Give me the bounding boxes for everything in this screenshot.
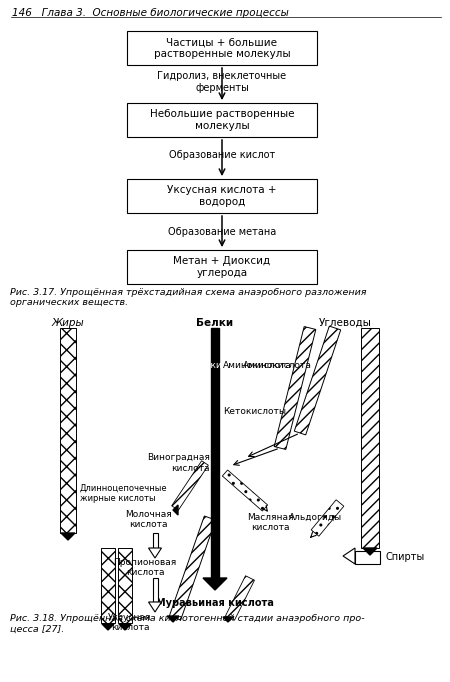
Text: Аминокислота: Аминокислота xyxy=(223,361,292,370)
Polygon shape xyxy=(148,548,162,558)
Text: Уксусная кислота +
водород: Уксусная кислота + водород xyxy=(167,186,277,207)
Text: Рис. 3.18. Упрощённая схема кислотогенной стадии анаэробного про-
цесса [27].: Рис. 3.18. Упрощённая схема кислотогенно… xyxy=(10,614,364,634)
Polygon shape xyxy=(361,328,379,548)
Text: Длинноцепочечные
жирные кислоты: Длинноцепочечные жирные кислоты xyxy=(80,484,167,503)
Text: Жиры: Жиры xyxy=(52,318,85,328)
Text: Виноградная
кислота: Виноградная кислота xyxy=(147,454,210,473)
FancyBboxPatch shape xyxy=(101,548,115,623)
Polygon shape xyxy=(167,616,179,622)
Bar xyxy=(153,578,158,602)
Text: Белки: Белки xyxy=(197,318,234,328)
Text: Муравьиная кислота: Муравьиная кислота xyxy=(156,598,274,608)
Text: Уксусная
кислота: Уксусная кислота xyxy=(108,613,152,632)
Polygon shape xyxy=(343,548,355,564)
FancyBboxPatch shape xyxy=(118,548,132,623)
Text: Альдогиды: Альдогиды xyxy=(288,513,342,522)
Text: Спирты: Спирты xyxy=(385,552,424,562)
FancyBboxPatch shape xyxy=(60,328,76,533)
Polygon shape xyxy=(225,576,254,620)
Polygon shape xyxy=(222,470,268,511)
Text: Аминокислота: Аминокислота xyxy=(243,361,312,370)
Polygon shape xyxy=(61,533,75,540)
Bar xyxy=(211,328,219,578)
Polygon shape xyxy=(119,624,131,630)
Polygon shape xyxy=(173,505,178,515)
FancyBboxPatch shape xyxy=(127,250,317,284)
Text: Углеводы: Углеводы xyxy=(319,318,371,328)
Text: Образование метана: Образование метана xyxy=(168,227,276,237)
Text: Образование кислот: Образование кислот xyxy=(169,150,275,160)
Polygon shape xyxy=(223,617,233,622)
Polygon shape xyxy=(203,578,227,590)
Text: Небольшие растворенные
молекулы: Небольшие растворенные молекулы xyxy=(150,109,294,131)
Text: Пропионовая
кислота: Пропионовая кислота xyxy=(113,558,176,578)
Polygon shape xyxy=(169,516,216,620)
Text: Кетокислоты: Кетокислоты xyxy=(223,406,286,415)
FancyBboxPatch shape xyxy=(127,179,317,213)
Text: Аминокислота: Аминокислота xyxy=(180,361,249,370)
FancyBboxPatch shape xyxy=(127,103,317,137)
Bar xyxy=(153,533,158,548)
Polygon shape xyxy=(148,602,162,612)
Text: Молочная
кислота: Молочная кислота xyxy=(125,510,171,529)
Polygon shape xyxy=(171,461,208,510)
Text: Гидролиз, внеклеточные
ферменты: Гидролиз, внеклеточные ферменты xyxy=(158,71,287,93)
Text: Масляная
кислота: Масляная кислота xyxy=(247,513,293,533)
Text: Рис. 3.17. Упрощённая трёхстадийная схема анаэробного разложения
органических ве: Рис. 3.17. Упрощённая трёхстадийная схем… xyxy=(10,288,366,308)
Text: Метан + Диоксид
углерода: Метан + Диоксид углерода xyxy=(173,256,270,278)
Polygon shape xyxy=(311,500,344,536)
Polygon shape xyxy=(102,624,114,630)
Bar xyxy=(355,551,380,564)
FancyBboxPatch shape xyxy=(127,31,317,65)
Polygon shape xyxy=(274,327,316,449)
Text: 146   Глава 3.  Основные биологические процессы: 146 Глава 3. Основные биологические проц… xyxy=(12,8,289,18)
Polygon shape xyxy=(294,326,341,435)
Text: Частицы + большие
растворенные молекулы: Частицы + большие растворенные молекулы xyxy=(154,38,290,59)
Polygon shape xyxy=(363,548,377,555)
